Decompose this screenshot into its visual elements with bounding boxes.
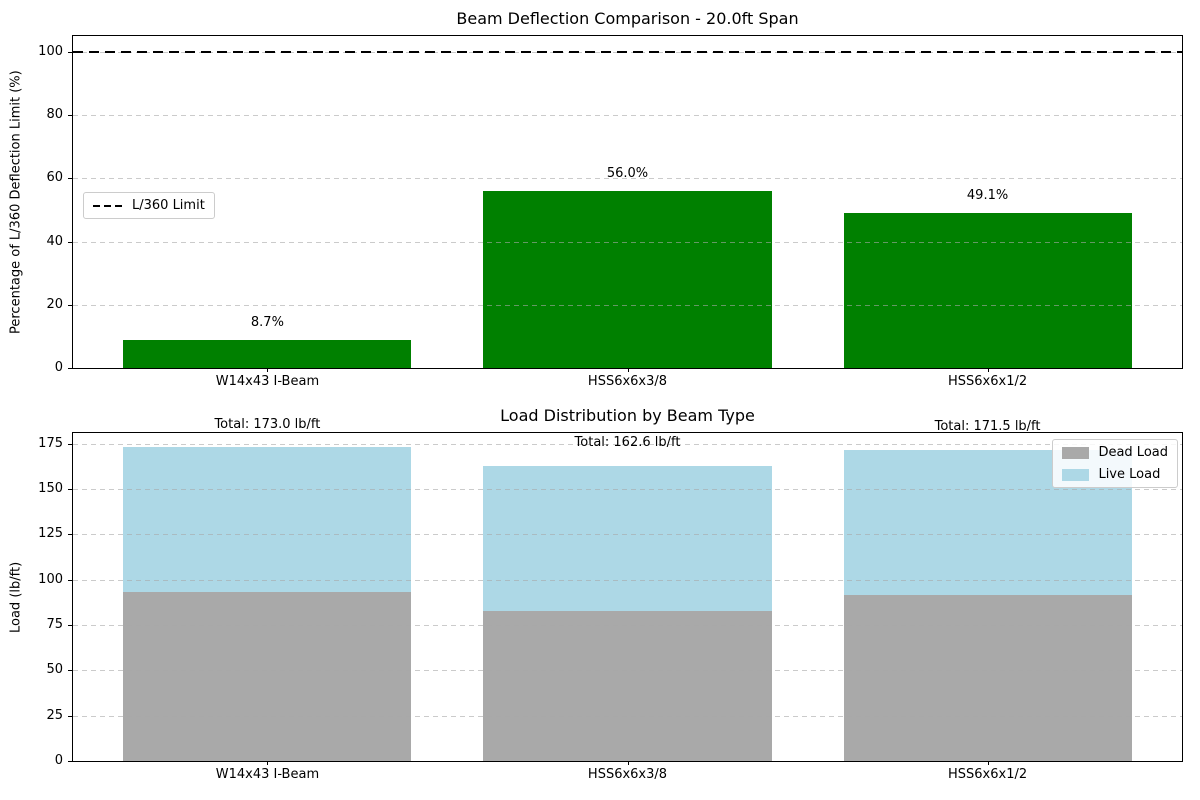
y-tick-mark (68, 489, 72, 491)
legend-entry-l360-limit: L/360 Limit (93, 198, 205, 213)
legend-label: Live Load (1098, 467, 1161, 482)
y-tick-label: 75 (46, 617, 63, 633)
load-legend: Dead Load Live Load (1052, 439, 1178, 488)
x-tick-label: HSS6x6x3/8 (587, 374, 668, 389)
gridline (73, 625, 1182, 627)
gridline (73, 443, 1182, 445)
bar-segment (843, 595, 1132, 761)
x-tick-label: HSS6x6x3/8 (587, 767, 668, 782)
bar-value-label: 56.0% (606, 165, 649, 181)
y-tick-mark (68, 178, 72, 180)
gridline (73, 715, 1182, 717)
x-tick-mark (987, 761, 989, 765)
bar-segment (123, 592, 412, 761)
x-tick-mark (627, 368, 629, 372)
y-tick-mark (68, 761, 72, 762)
deflection-plot-area: L/360 Limit 0 20 40 60 80 100 W14x43 I-Beam HSS… (38, 35, 1183, 389)
y-tick-label: 0 (54, 753, 63, 768)
bar-value-label: 8.7% (250, 315, 284, 331)
legend-label: L/360 Limit (132, 198, 205, 213)
gridline (73, 534, 1182, 536)
y-tick-mark (68, 625, 72, 627)
y-tick-label: 150 (38, 481, 63, 497)
live-load-swatch-icon (1062, 468, 1090, 481)
x-tick-label: W14x43 I-Beam (215, 374, 320, 389)
bar-segment (123, 340, 412, 368)
y-tick-label: 20 (46, 296, 63, 312)
x-tick-mark (987, 368, 989, 372)
gridline (73, 241, 1182, 243)
bar-segment (483, 466, 772, 612)
y-tick-label: 50 (46, 662, 63, 678)
deflection-legend: L/360 Limit (83, 192, 215, 219)
limit-line (73, 50, 1182, 53)
bar-segment (843, 212, 1132, 368)
y-tick-label: 100 (38, 571, 63, 587)
x-tick-mark (627, 761, 629, 765)
dashed-line-marker-icon (93, 204, 123, 207)
load-chart-title: Load Distribution by Beam Type (500, 406, 755, 425)
bar-value-label: Total: 173.0 lb/ft (214, 416, 321, 432)
gridline (73, 115, 1182, 117)
y-tick-mark (68, 715, 72, 717)
bar-segment (483, 190, 772, 368)
x-tick-label: HSS6x6x1/2 (947, 767, 1028, 782)
y-tick-mark (68, 579, 72, 581)
gridline (73, 579, 1182, 581)
deflection-chart-title: Beam Deflection Comparison - 20.0ft Span (456, 9, 799, 28)
deflection-y-axis-label: Percentage of L/360 Deflection Limit (%) (8, 70, 24, 334)
y-tick-mark (68, 534, 72, 536)
bar-segment (123, 447, 412, 593)
gridline (73, 670, 1182, 672)
gridline (73, 178, 1182, 180)
y-tick-label: 175 (38, 435, 63, 451)
y-tick-label: 60 (46, 170, 63, 186)
x-tick-label: W14x43 I-Beam (215, 767, 320, 782)
legend-entry-live-load: Live Load (1062, 467, 1168, 482)
bar-segment (483, 611, 772, 761)
y-tick-label: 0 (54, 360, 63, 375)
y-tick-label: 100 (38, 43, 63, 59)
x-tick-label: HSS6x6x1/2 (947, 374, 1028, 389)
y-tick-mark (68, 51, 72, 53)
dead-load-swatch-icon (1062, 446, 1090, 459)
y-tick-mark (68, 115, 72, 117)
gridline (73, 304, 1182, 306)
legend-entry-dead-load: Dead Load (1062, 445, 1168, 460)
y-tick-label: 125 (38, 526, 63, 542)
y-tick-label: 25 (46, 707, 63, 723)
y-tick-mark (68, 304, 72, 306)
y-tick-label: 80 (46, 107, 63, 123)
y-tick-mark (68, 241, 72, 243)
bar-value-label: 49.1% (966, 187, 1009, 203)
y-tick-mark (68, 443, 72, 445)
gridline (73, 489, 1182, 491)
y-tick-label: 40 (46, 233, 63, 249)
x-tick-mark (267, 368, 269, 372)
x-tick-mark (267, 761, 269, 765)
bar-value-label: Total: 162.6 lb/ft (574, 435, 681, 451)
bar-value-label: Total: 171.5 lb/ft (934, 419, 1041, 435)
y-tick-mark (68, 670, 72, 672)
load-plot-area: Dead Load Live Load 0 25 50 75 100 125 150 175 W… (38, 417, 1183, 782)
y-tick-mark (68, 368, 72, 369)
legend-label: Dead Load (1098, 445, 1168, 460)
